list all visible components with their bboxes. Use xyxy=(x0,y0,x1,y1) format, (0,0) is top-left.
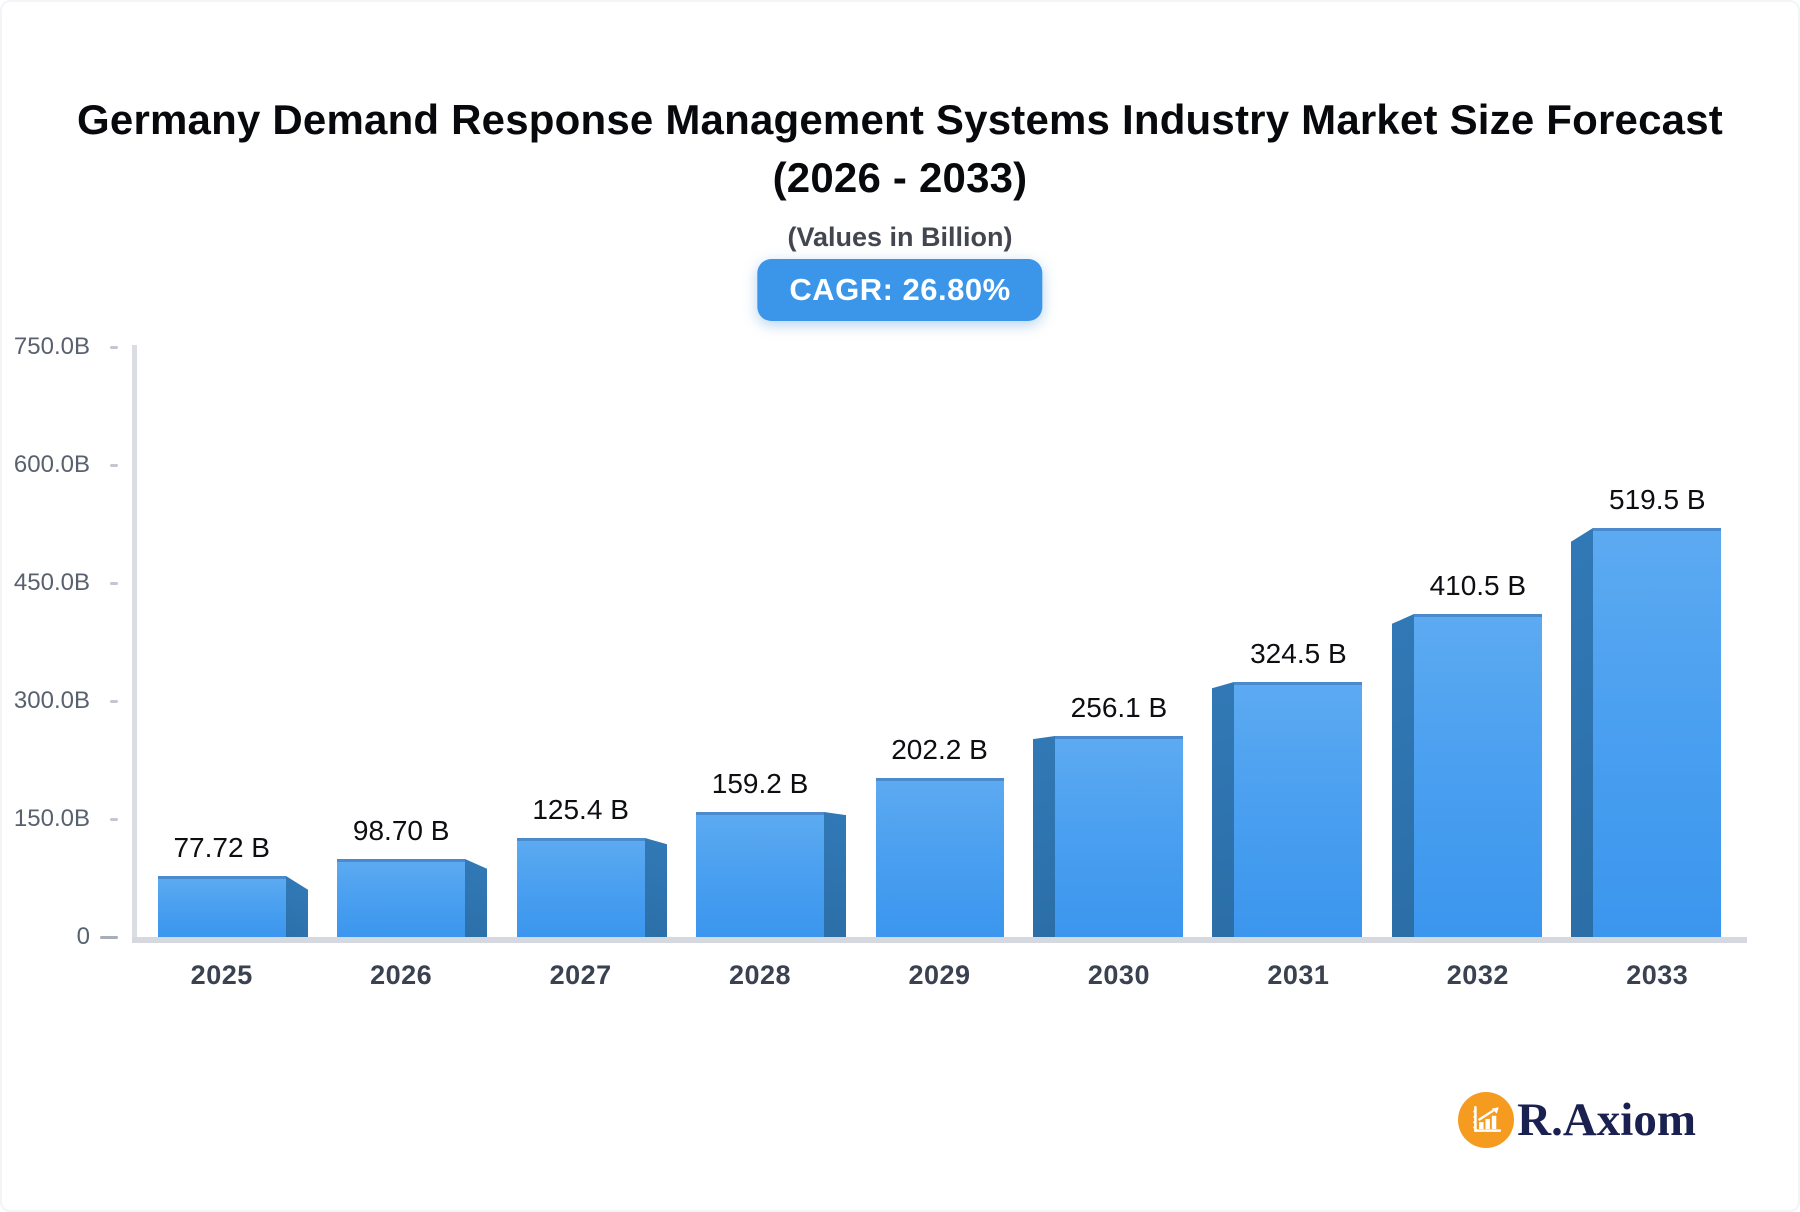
y-tick-label-600.0B: 600.0B xyxy=(13,451,90,478)
x-tick-label-2033: 2033 xyxy=(1626,960,1689,990)
x-tick-label-2031: 2031 xyxy=(1267,960,1330,990)
bar-side-2028 xyxy=(824,811,847,943)
bars-layer xyxy=(2,2,1800,943)
y-tick-mark xyxy=(110,581,118,585)
y-tick-label-450.0B: 450.0B xyxy=(13,569,90,596)
value-label-2033: 519.5 B xyxy=(1609,484,1706,516)
value-label-2027: 125.4 B xyxy=(532,794,629,826)
value-label-2028: 159.2 B xyxy=(711,767,809,799)
logo-circle xyxy=(1458,1092,1515,1148)
y-tick-label-0: 0 xyxy=(76,923,90,950)
value-label-2030: 256.1 B xyxy=(1070,691,1168,723)
x-axis-baseline xyxy=(132,937,1747,943)
x-tick-label-2029: 2029 xyxy=(908,960,971,990)
bar-chart-growth-icon xyxy=(1473,1106,1502,1132)
bar-2029[interactable] xyxy=(875,777,1004,937)
y-axis-line xyxy=(132,345,137,943)
chart-subtitle: (Values in Billion) xyxy=(787,222,1013,252)
x-tick-label-2025: 2025 xyxy=(190,960,253,990)
bar-2027[interactable] xyxy=(516,838,645,937)
cagr-badge: CAGR: 26.80% xyxy=(757,259,1043,321)
bar-2031[interactable] xyxy=(1234,681,1363,937)
bar-2032[interactable] xyxy=(1413,614,1542,937)
page-title-line1: Germany Demand Response Management Syste… xyxy=(77,96,1723,143)
bar-2026[interactable] xyxy=(337,859,466,937)
bar-side-2025 xyxy=(285,875,308,943)
y-tick-mark xyxy=(110,463,118,467)
x-tick-label-2032: 2032 xyxy=(1446,960,1509,990)
y-tick-label-750.0B: 750.0B xyxy=(13,333,90,360)
page-title-line2: (2026 - 2033) xyxy=(772,154,1028,201)
y-tick-mark xyxy=(110,345,118,349)
logo-text: R.Axiom xyxy=(1517,1094,1696,1146)
bar-2033[interactable] xyxy=(1593,528,1722,937)
y-tick-mark xyxy=(110,699,118,703)
value-label-2026: 98.70 B xyxy=(352,815,450,847)
x-tick-label-2027: 2027 xyxy=(549,960,612,990)
x-tick-label-2030: 2030 xyxy=(1087,960,1150,990)
brand-logo: R.Axiom xyxy=(1458,1092,1696,1148)
bar-2028[interactable] xyxy=(696,811,825,937)
y-tick-label-300.0B: 300.0B xyxy=(13,687,90,714)
bar-2030[interactable] xyxy=(1054,735,1183,937)
value-label-2031: 324.5 B xyxy=(1250,637,1347,669)
value-label-2032: 410.5 B xyxy=(1429,570,1527,602)
x-tick-label-2026: 2026 xyxy=(370,960,433,990)
x-tick-label-2028: 2028 xyxy=(729,960,792,990)
bar-2025[interactable] xyxy=(157,875,286,937)
y-tick-label-150.0B: 150.0B xyxy=(13,805,90,832)
value-label-2029: 202.2 B xyxy=(891,733,988,765)
bar-side-2027 xyxy=(644,838,667,943)
y-tick-mark xyxy=(110,817,118,821)
value-label-2025: 77.72 B xyxy=(173,831,270,863)
bar-side-2026 xyxy=(465,859,488,943)
y-tick-mark xyxy=(100,935,118,939)
